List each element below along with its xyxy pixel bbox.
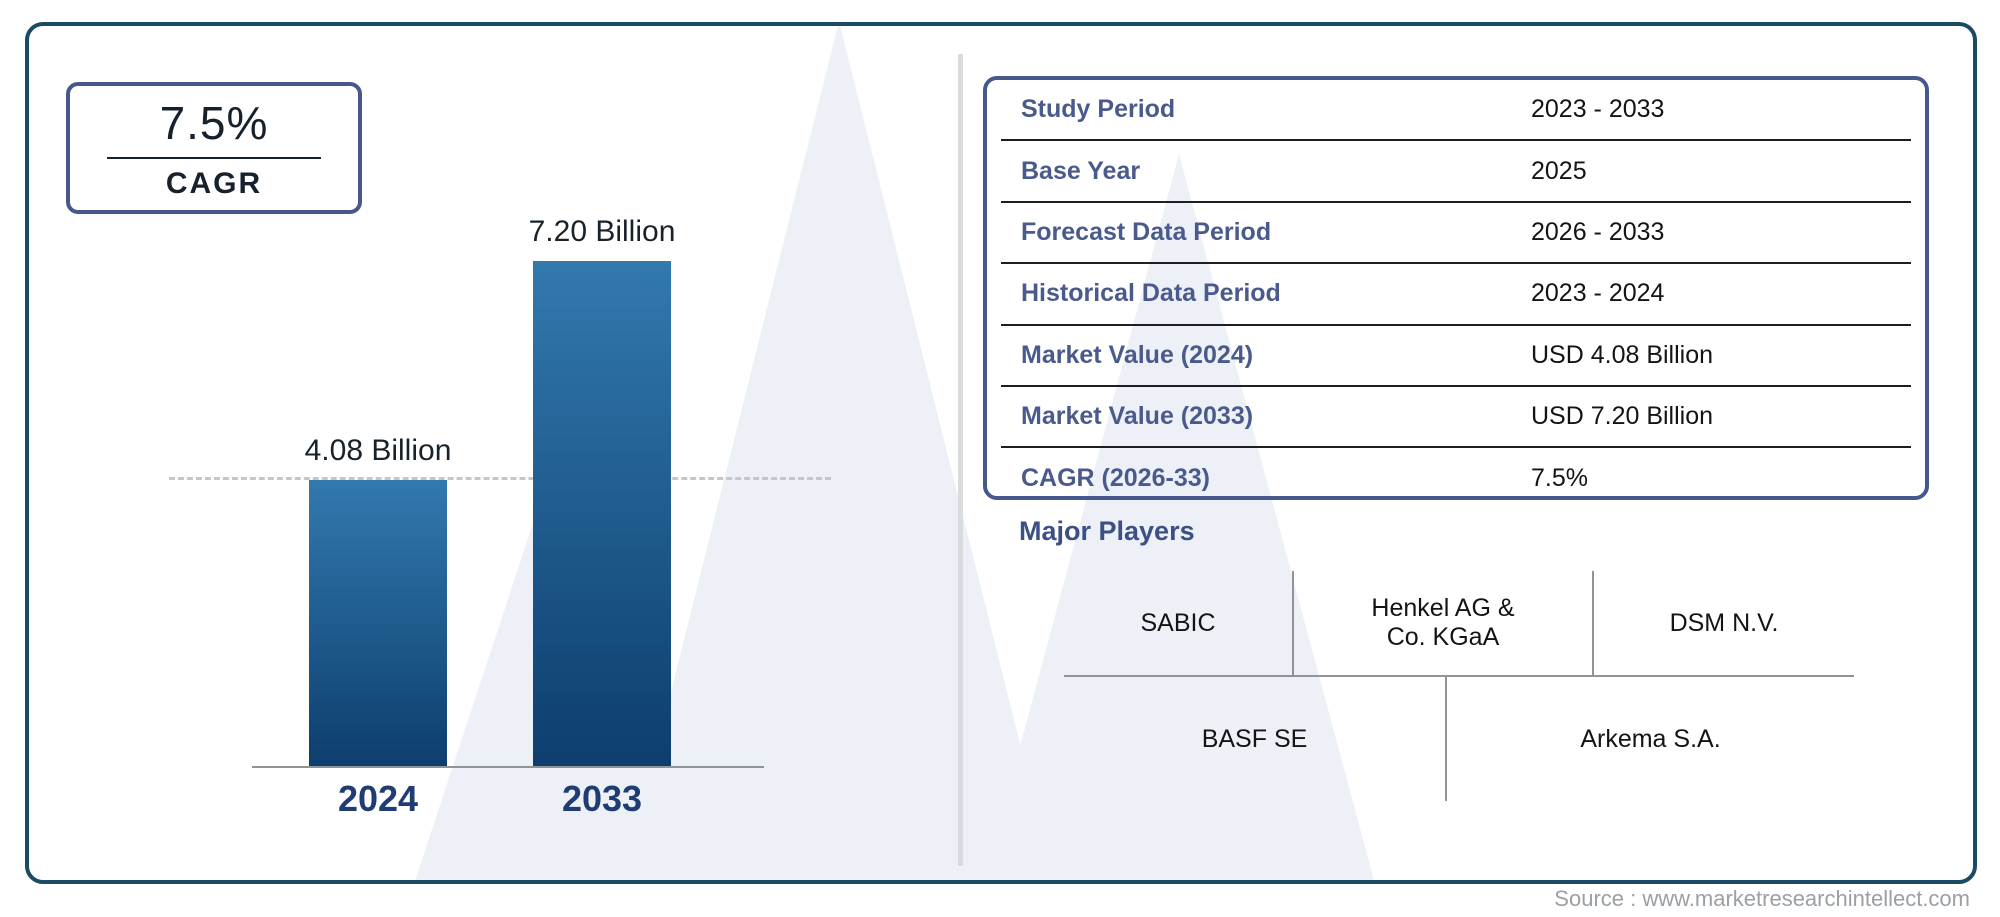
x-tick-2033: 2033 xyxy=(561,778,643,819)
player-name: Henkel AG & Co. KGaA xyxy=(1294,571,1594,675)
x-axis-line xyxy=(252,766,764,768)
row-label: Market Value (2033) xyxy=(1021,402,1254,431)
info-table: Study Period 2023 - 2033 Base Year 2025 … xyxy=(983,76,1929,500)
section-divider xyxy=(958,54,963,866)
player-name: Arkema S.A. xyxy=(1580,724,1721,753)
row-value: 2026 - 2033 xyxy=(1531,217,1665,246)
row-value: 2023 - 2033 xyxy=(1531,95,1665,124)
reference-dashed-line xyxy=(169,476,831,480)
player-name: DSM N.V. xyxy=(1669,608,1779,637)
main-card: 7.5% CAGR 4.08 Billion 7.20 Billion 2024… xyxy=(25,22,1977,884)
table-row: CAGR (2026-33) 7.5% xyxy=(1001,448,1911,507)
cagr-label: CAGR xyxy=(165,166,263,200)
cagr-value: 7.5% xyxy=(159,96,269,149)
table-row: Market Value (2033) USD 7.20 Billion xyxy=(1001,387,1911,449)
major-players-grid: SABIC Henkel AG & Co. KGaA DSM N.V. BASF… xyxy=(1064,571,1854,801)
major-players-row-1: SABIC Henkel AG & Co. KGaA DSM N.V. xyxy=(1064,571,1854,677)
major-players-row-2: BASF SE Arkema S.A. xyxy=(1064,677,1854,801)
cagr-box: 7.5% CAGR xyxy=(66,82,362,214)
row-value: USD 4.08 Billion xyxy=(1531,340,1714,369)
row-label: Study Period xyxy=(1021,95,1176,124)
player-name: BASF SE xyxy=(1064,677,1447,801)
major-players-title: Major Players xyxy=(1019,516,1195,546)
player-name: SABIC xyxy=(1064,571,1294,675)
row-label: CAGR (2026-33) xyxy=(1021,463,1210,492)
row-label: Historical Data Period xyxy=(1021,279,1281,308)
table-row: Base Year 2025 xyxy=(1001,141,1911,203)
row-value: 2023 - 2024 xyxy=(1531,279,1665,308)
bar-value-label-2024: 4.08 Billion xyxy=(304,433,452,467)
source-credit: Source : www.marketresearchintellect.com xyxy=(1554,886,1970,911)
x-tick-2024: 2024 xyxy=(337,778,419,819)
row-value: USD 7.20 Billion xyxy=(1531,402,1714,431)
table-row: Study Period 2023 - 2033 xyxy=(1001,80,1911,142)
bar-2024 xyxy=(309,479,447,766)
cagr-divider-line xyxy=(107,156,321,159)
bar-2033 xyxy=(533,261,671,766)
row-label: Forecast Data Period xyxy=(1021,217,1272,246)
row-label: Market Value (2024) xyxy=(1021,340,1254,369)
bar-value-label-2033: 7.20 Billion xyxy=(528,215,676,248)
table-row: Market Value (2024) USD 4.08 Billion xyxy=(1001,326,1911,387)
table-row: Historical Data Period 2023 - 2024 xyxy=(1001,264,1911,326)
table-row: Forecast Data Period 2026 - 2033 xyxy=(1001,203,1911,265)
row-label: Base Year xyxy=(1021,156,1141,185)
row-value: 2025 xyxy=(1531,156,1587,185)
row-value: 7.5% xyxy=(1531,463,1588,492)
